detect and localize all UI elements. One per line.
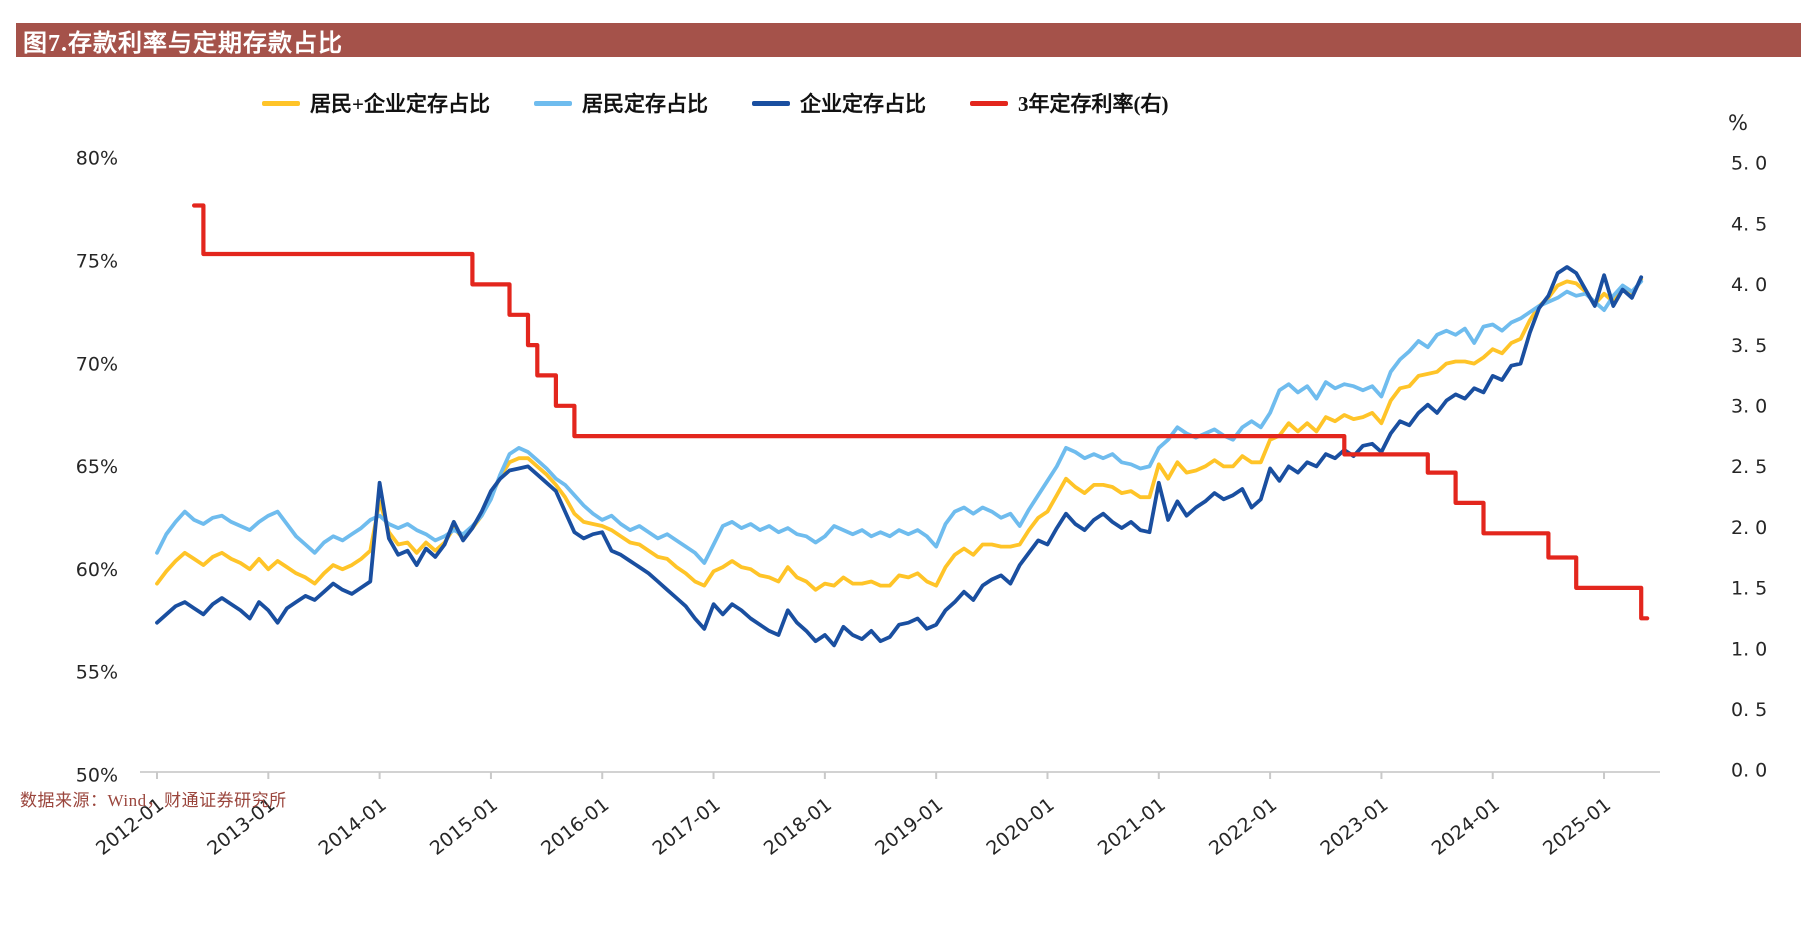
legend-swatch-lightblue-line-icon [533,100,572,106]
svg-text:1. 5: 1. 5 [1731,578,1767,600]
figure-title: 图7.存款利率与定期存款占比 [23,30,343,57]
legend-item-household-term-deposit-share: 居民定存占比 [533,88,708,118]
svg-text:75%: 75% [76,250,118,272]
legend-label: 居民定存占比 [581,92,708,116]
svg-text:2. 0: 2. 0 [1731,517,1767,539]
svg-text:50%: 50% [76,764,118,786]
svg-text:2017-01: 2017-01 [649,794,725,860]
legend-label: 企业定存占比 [799,92,926,116]
legend-label: 3年定存利率(右) [1017,92,1169,116]
svg-text:5. 0: 5. 0 [1731,153,1767,175]
svg-text:2022-01: 2022-01 [1205,794,1281,860]
svg-text:2. 5: 2. 5 [1731,456,1767,478]
legend-item-corporate-term-deposit-share: 企业定存占比 [751,88,926,118]
svg-text:2016-01: 2016-01 [537,794,613,860]
svg-text:%: % [1728,111,1748,135]
svg-text:80%: 80% [76,148,118,170]
svg-text:2015-01: 2015-01 [426,794,502,860]
svg-text:2018-01: 2018-01 [760,794,836,860]
legend-item-total-term-deposit-share: 居民+企业定存占比 [262,88,490,118]
svg-text:2019-01: 2019-01 [871,794,947,860]
svg-text:0. 0: 0. 0 [1731,760,1767,782]
svg-text:2014-01: 2014-01 [315,794,391,860]
svg-text:2021-01: 2021-01 [1094,794,1170,860]
svg-text:2025-01: 2025-01 [1539,794,1615,860]
chart-legend: 居民+企业定存占比 居民定存占比 企业定存占比 3年定存利率(右) [262,88,1168,118]
data-source-note: 数据来源：Wind，财通证券研究所 [20,791,287,810]
svg-text:70%: 70% [76,353,118,375]
legend-swatch-red-line-icon [969,100,1008,106]
svg-text:0. 5: 0. 5 [1731,699,1767,721]
svg-text:60%: 60% [76,559,118,581]
svg-text:4. 5: 4. 5 [1731,213,1767,235]
svg-text:3. 5: 3. 5 [1731,335,1767,357]
svg-text:2024-01: 2024-01 [1428,794,1504,860]
svg-text:1. 0: 1. 0 [1731,638,1767,660]
svg-text:65%: 65% [76,456,118,478]
legend-item-3y-deposit-rate: 3年定存利率(右) [969,88,1169,118]
legend-swatch-darkblue-line-icon [751,100,790,106]
legend-swatch-yellow-line-icon [262,100,300,106]
svg-text:2023-01: 2023-01 [1316,794,1392,860]
svg-text:2020-01: 2020-01 [982,794,1058,860]
figure-title-bar: 图7.存款利率与定期存款占比 [16,23,1801,57]
svg-text:55%: 55% [76,662,118,684]
svg-text:3. 0: 3. 0 [1731,395,1767,417]
svg-text:4. 0: 4. 0 [1731,274,1767,296]
legend-label: 居民+企业定存占比 [310,92,490,116]
